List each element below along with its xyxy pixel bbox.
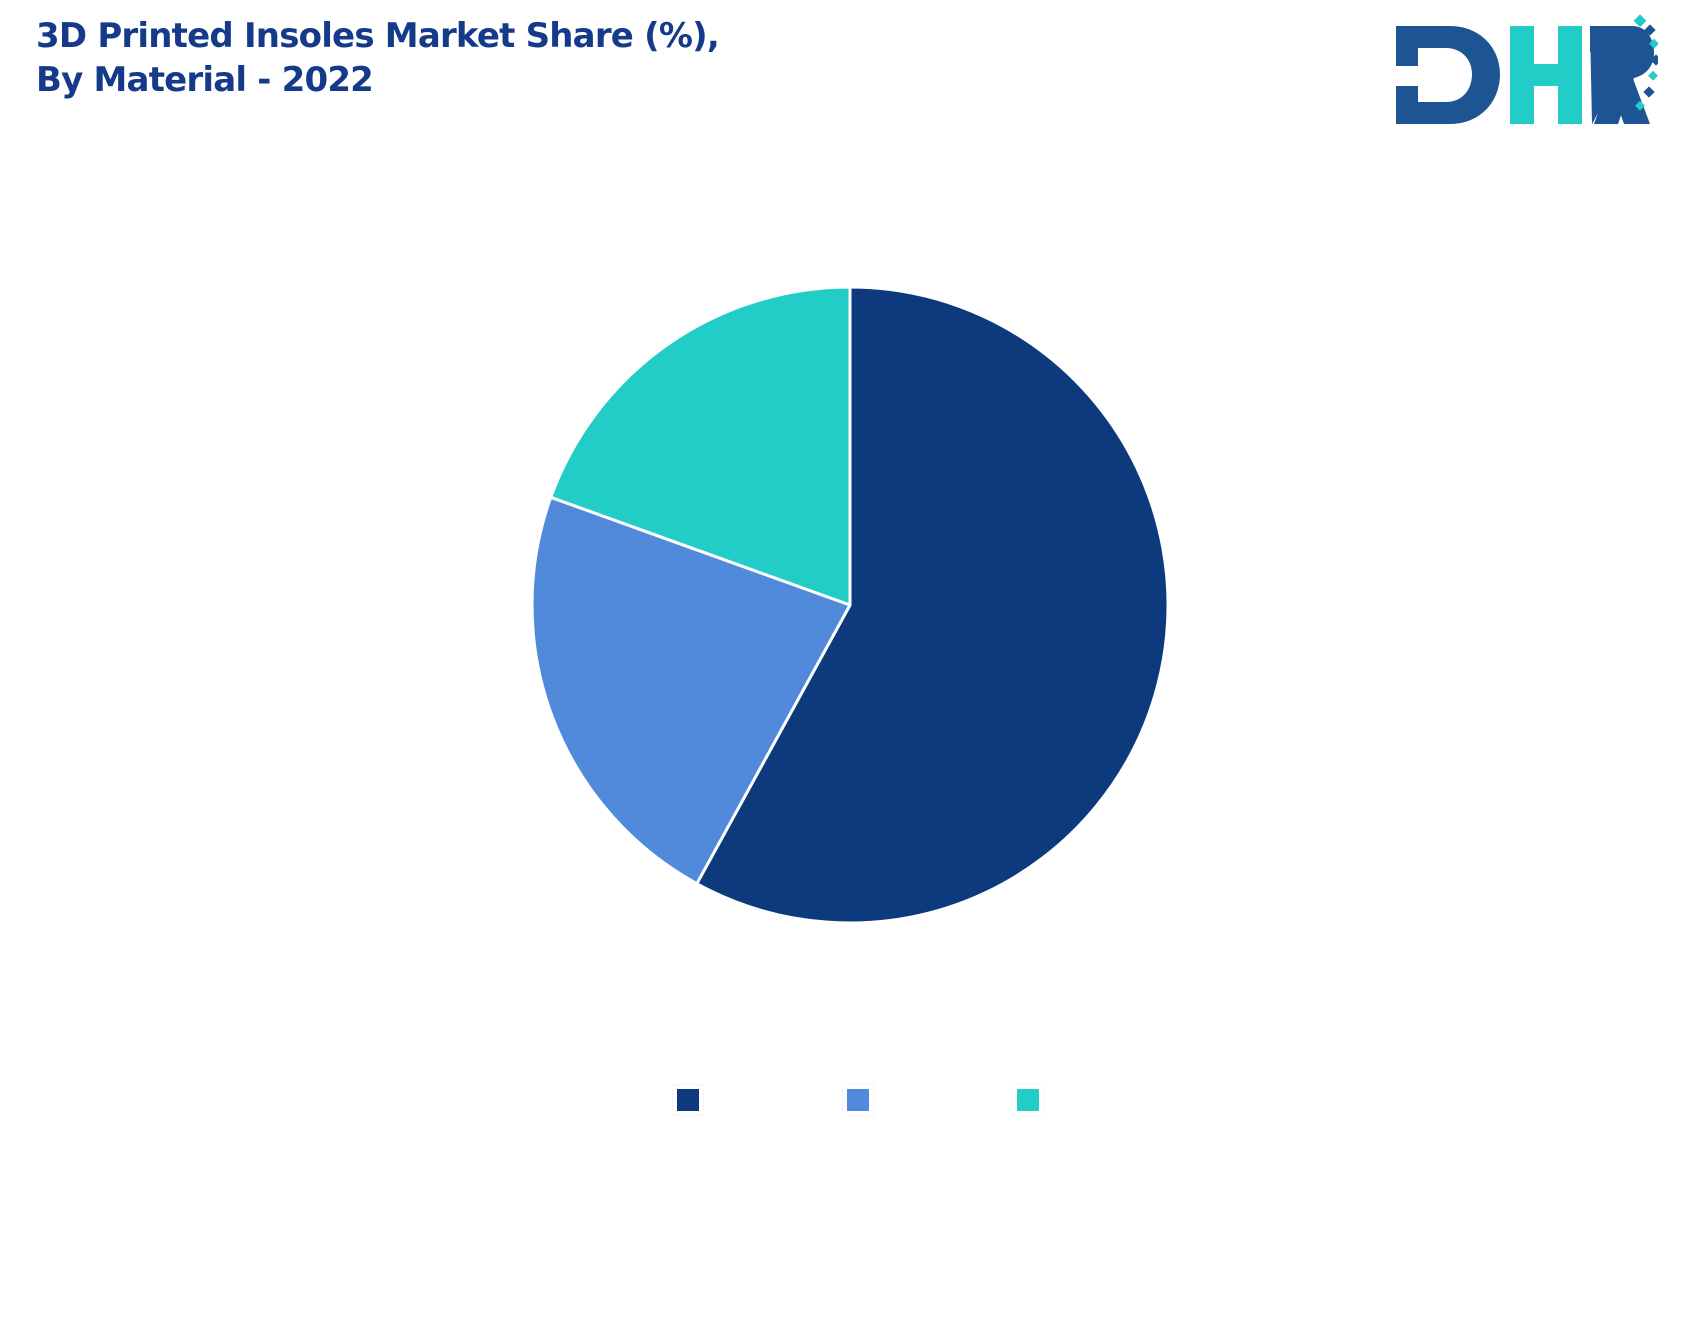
legend-swatch-series-1 xyxy=(673,1085,703,1115)
page-title-line-2: By Material - 2022 xyxy=(36,60,374,101)
logo-letter-r-icon xyxy=(1590,26,1654,124)
chart-area xyxy=(0,150,1686,1050)
pie-slice[interactable] xyxy=(549,285,852,607)
pie-chart xyxy=(530,285,1170,925)
pie-chart-svg xyxy=(530,285,1170,925)
logo-letter-h-icon xyxy=(1510,26,1582,124)
legend-swatch-series-2 xyxy=(843,1085,873,1115)
legend-item[interactable] xyxy=(670,1085,706,1121)
legend-item[interactable] xyxy=(1010,1085,1046,1121)
chart-legend xyxy=(0,1085,1686,1121)
page-title: 3D Printed Insoles Market Share (%), By … xyxy=(36,14,936,102)
dhr-logo xyxy=(1388,8,1658,136)
legend-item[interactable] xyxy=(840,1085,876,1121)
logo-letter-d-icon xyxy=(1396,26,1500,124)
pie-slice[interactable] xyxy=(695,285,1170,925)
legend-swatch-series-3 xyxy=(1013,1085,1043,1115)
page-title-line-1: 3D Printed Insoles Market Share (%), xyxy=(36,16,720,56)
pie-slice[interactable] xyxy=(530,495,852,886)
